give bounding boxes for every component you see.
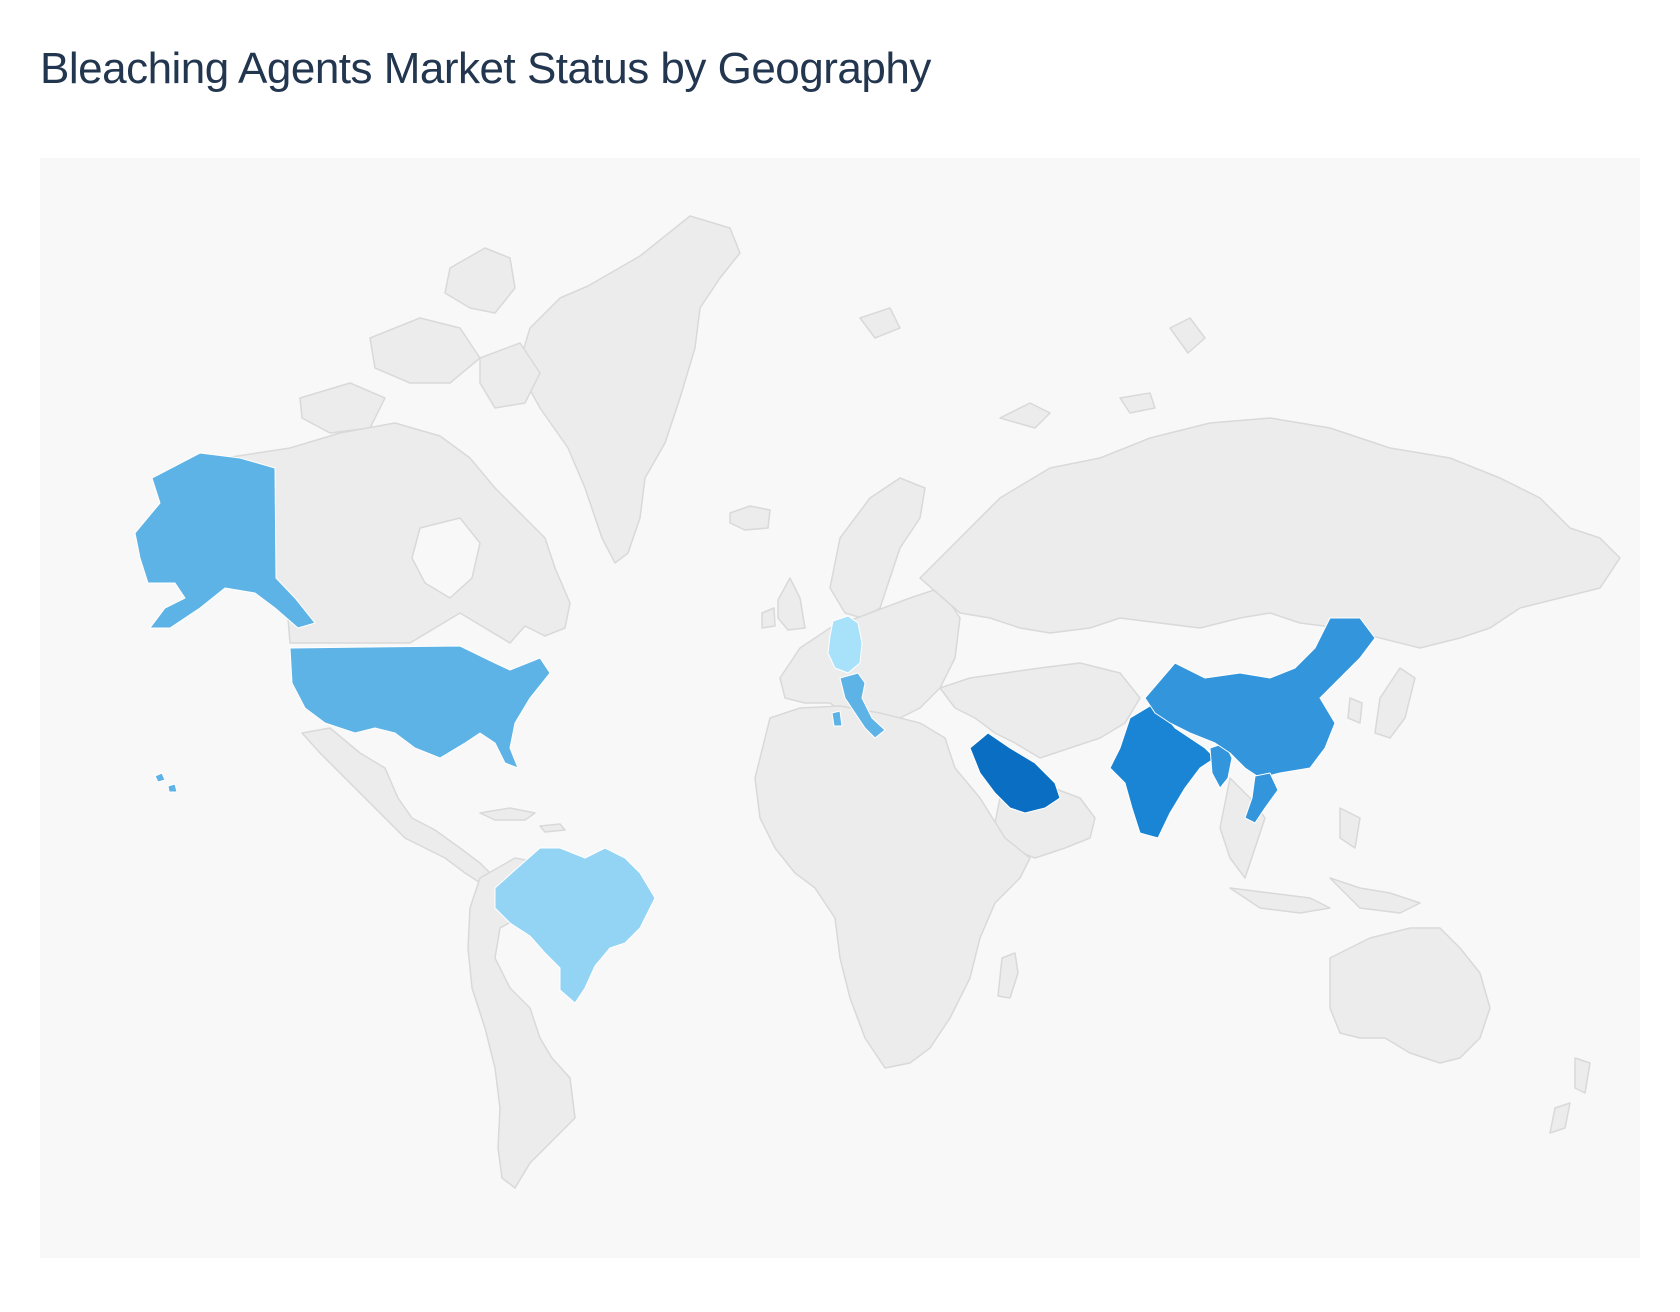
country-china[interactable] — [1144, 617, 1376, 779]
land-base — [224, 215, 1621, 1189]
land-canada-arctic[interactable] — [299, 247, 541, 434]
page-title: Bleaching Agents Market Status by Geogra… — [40, 44, 931, 93]
country-italy[interactable] — [831, 672, 886, 739]
land-uk[interactable] — [761, 577, 806, 631]
land-greenland[interactable] — [517, 215, 741, 564]
land-russia[interactable] — [919, 417, 1621, 649]
country-saudi-arabia[interactable] — [969, 732, 1061, 814]
country-germany[interactable] — [827, 615, 863, 674]
world-map-panel — [40, 158, 1640, 1258]
land-africa[interactable] — [754, 705, 1031, 1069]
country-hawaii[interactable] — [154, 772, 178, 793]
land-southeast-asia[interactable] — [1219, 777, 1421, 914]
land-new-zealand[interactable] — [1549, 1057, 1591, 1134]
land-australia[interactable] — [1329, 927, 1491, 1064]
land-caribbean[interactable] — [479, 807, 566, 833]
country-vietnam[interactable] — [1244, 772, 1279, 824]
country-alaska[interactable] — [134, 452, 316, 629]
land-japan-korea[interactable] — [1347, 667, 1416, 739]
land-madagascar[interactable] — [997, 952, 1019, 999]
hudson-bay — [411, 517, 481, 599]
country-united-states[interactable] — [289, 645, 551, 769]
land-mexico-central-america[interactable] — [301, 727, 496, 887]
highlighted-countries — [134, 452, 1376, 1004]
country-india[interactable] — [1109, 702, 1216, 839]
land-iceland[interactable] — [729, 505, 771, 531]
land-russia-arctic[interactable] — [859, 307, 1206, 429]
country-brazil[interactable] — [494, 847, 656, 1004]
world-map — [134, 215, 1621, 1189]
land-middle-east[interactable] — [939, 662, 1141, 759]
